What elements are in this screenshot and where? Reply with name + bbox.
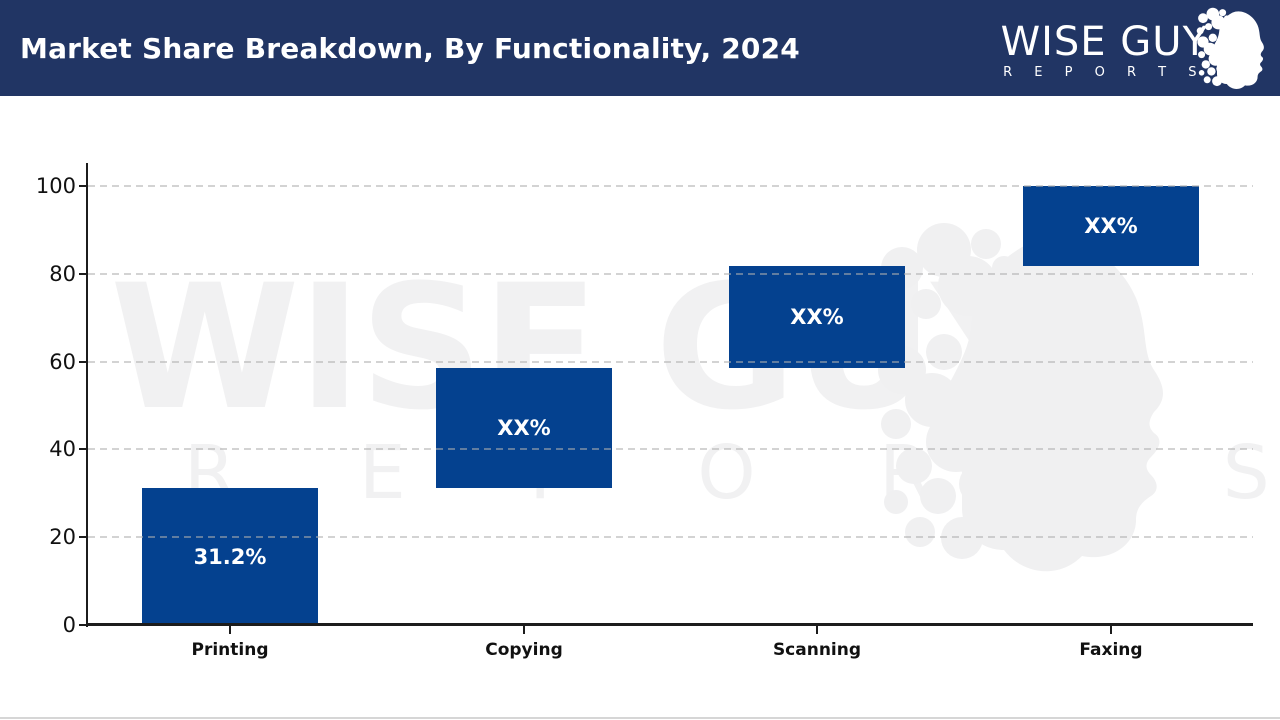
logo-brand-text: WISE GUY [1000, 19, 1208, 65]
y-tick-label-100: 100 [35, 174, 76, 198]
y-tick-label-0: 0 [62, 613, 76, 637]
bar-value-label-scanning: XX% [790, 305, 844, 330]
x-tick-label-copying: Copying [485, 640, 563, 660]
gridline-100 [88, 185, 1253, 187]
gridline-80 [88, 272, 1253, 275]
x-tick-label-faxing: Faxing [1079, 640, 1143, 660]
x-tick-label-scanning: Scanning [772, 640, 862, 660]
gridline-20 [88, 536, 1253, 539]
bar-value-label-faxing: XX% [1084, 213, 1138, 238]
y-tick-label-60: 60 [49, 349, 76, 374]
y-tick-mark-60 [79, 360, 88, 363]
wiseguy-head-icon [1196, 7, 1266, 91]
bar-value-label-printing: 31.2% [193, 544, 267, 569]
y-tick-mark-80 [79, 272, 88, 275]
gridline-40 [88, 448, 1253, 451]
y-tick-mark-100 [79, 185, 88, 187]
y-tick-mark-20 [79, 536, 88, 539]
logo-text: WISE GUY R E P O R T S [1001, 21, 1208, 80]
x-tick-mark-scanning [816, 626, 818, 634]
header-bar: Market Share Breakdown, By Functionality… [0, 0, 1280, 96]
x-axis-spine [86, 623, 1253, 626]
bar-value-label-copying: XX% [497, 416, 551, 441]
bottom-border-line [0, 717, 1280, 719]
wiseguy-logo: WISE GUY R E P O R T S [1001, 7, 1266, 91]
bar-copying [436, 368, 612, 489]
bar-faxing [1023, 186, 1199, 266]
y-tick-label-80: 80 [49, 261, 76, 286]
x-tick-mark-faxing [1110, 626, 1112, 634]
y-tick-label-40: 40 [49, 437, 76, 462]
x-tick-label-printing: Printing [191, 640, 269, 660]
logo-tagline-text: R E P O R T S [1003, 65, 1206, 80]
page-title: Market Share Breakdown, By Functionality… [20, 31, 800, 65]
y-axis-spine [86, 163, 88, 627]
bar-scanning [729, 265, 905, 369]
y-tick-mark-0 [79, 624, 88, 626]
x-tick-mark-copying [523, 626, 525, 634]
bar-printing [142, 488, 318, 625]
y-tick-mark-40 [79, 448, 88, 451]
y-tick-label-20: 20 [49, 525, 76, 550]
x-tick-mark-printing [229, 626, 231, 634]
gridline-60 [88, 360, 1253, 363]
